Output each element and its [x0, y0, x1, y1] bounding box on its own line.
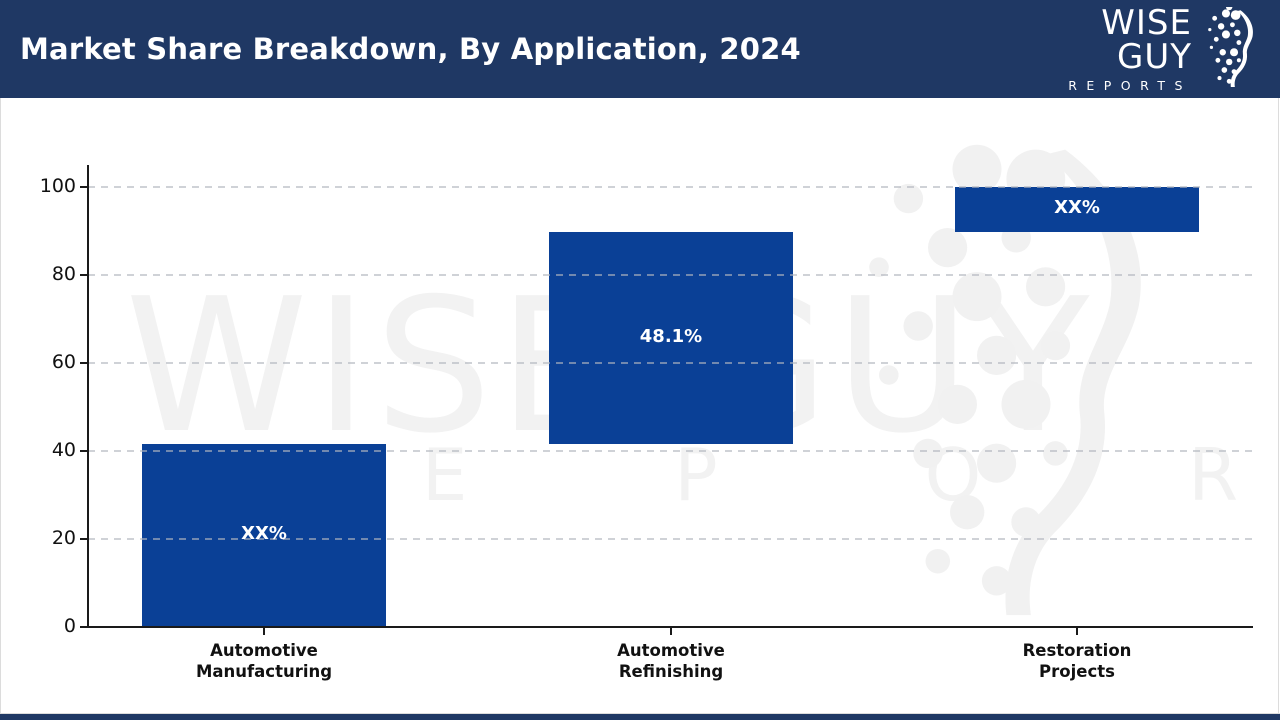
y-tick-label-20: 20 — [51, 526, 76, 549]
bar-value-label: XX% — [1054, 197, 1100, 219]
x-tick-2 — [1076, 627, 1078, 635]
category-label: Restoration Projects — [947, 640, 1207, 682]
bar-automotive-refinishing — [549, 232, 793, 444]
y-tick-label-80: 80 — [51, 262, 76, 285]
brand-wordmark-line2: REPORTS — [1068, 77, 1192, 93]
y-tick-label-40: 40 — [51, 438, 76, 461]
category-label-line2: Manufacturing — [195, 661, 333, 681]
y-tick-label-0: 0 — [63, 614, 76, 637]
x-tick-1 — [670, 627, 672, 635]
gridline-80 — [88, 273, 1253, 276]
y-tick-80 — [80, 273, 88, 276]
category-label-line1: Restoration — [1022, 640, 1132, 660]
y-tick-label-100: 100 — [39, 174, 76, 197]
gridline-20 — [88, 537, 1253, 540]
header: Market Share Breakdown, By Application, … — [0, 0, 1280, 98]
x-tick-0 — [263, 627, 265, 635]
page-title: Market Share Breakdown, By Application, … — [20, 32, 801, 66]
category-label: Automotive Refinishing — [541, 640, 801, 682]
frame-border-right — [1278, 98, 1279, 720]
frame-border-bottom — [0, 713, 1280, 714]
category-label-line2: Projects — [1039, 661, 1115, 681]
gridline-40 — [88, 449, 1253, 452]
face-dots-icon — [1208, 7, 1253, 87]
brand-wordmark: WISE GUY REPORTS — [1016, 6, 1192, 93]
category-label-line1: Automotive — [617, 640, 725, 660]
y-tick-40 — [80, 449, 88, 452]
gridline-100 — [88, 185, 1253, 188]
brand-wordmark-line1: WISE GUY — [1101, 2, 1192, 77]
bar-automotive-manufacturing — [142, 443, 386, 627]
category-label-line2: Refinishing — [618, 661, 724, 681]
category-label: Automotive Manufacturing — [134, 640, 394, 682]
bottom-accent-bar — [0, 714, 1280, 720]
category-label-line1: Automotive — [210, 640, 318, 660]
bar-value-label: 48.1% — [639, 326, 703, 348]
y-tick-60 — [80, 361, 88, 364]
y-tick-100 — [80, 185, 88, 188]
brand-logo: WISE GUY REPORTS — [1016, 6, 1266, 93]
y-tick-label-60: 60 — [51, 350, 76, 373]
gridline-60 — [88, 361, 1253, 364]
bar-value-label: XX% — [241, 523, 287, 545]
y-tick-20 — [80, 537, 88, 540]
y-tick-0 — [80, 625, 88, 628]
x-axis-spine — [87, 625, 1253, 628]
y-axis-spine — [87, 165, 89, 628]
frame-border-left — [0, 98, 1, 720]
